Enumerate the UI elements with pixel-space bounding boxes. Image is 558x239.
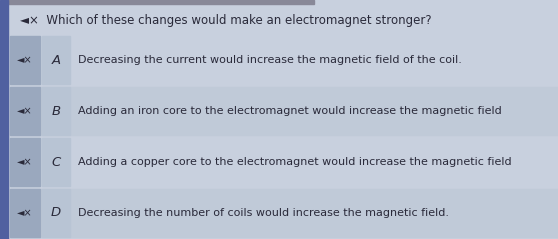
- Text: A: A: [51, 54, 61, 66]
- Text: C: C: [51, 156, 61, 168]
- Text: Decreasing the number of coils would increase the magnetic field.: Decreasing the number of coils would inc…: [78, 208, 449, 218]
- Bar: [10, 189, 40, 237]
- Bar: [10, 87, 40, 135]
- Bar: [8, 0, 314, 4]
- Bar: [10, 87, 558, 135]
- Bar: [10, 36, 40, 84]
- Text: ◄×: ◄×: [17, 157, 33, 167]
- Bar: [42, 189, 70, 237]
- Bar: [10, 138, 558, 186]
- Text: Adding a copper core to the electromagnet would increase the magnetic field: Adding a copper core to the electromagne…: [78, 157, 512, 167]
- Bar: [10, 138, 40, 186]
- Bar: [42, 36, 70, 84]
- Bar: [42, 87, 70, 135]
- Text: B: B: [51, 104, 61, 118]
- Bar: [0, 0, 8, 239]
- Bar: [42, 138, 70, 186]
- Text: Decreasing the current would increase the magnetic field of the coil.: Decreasing the current would increase th…: [78, 55, 462, 65]
- Text: Adding an iron core to the electromagnet would increase the magnetic field: Adding an iron core to the electromagnet…: [78, 106, 502, 116]
- Text: ◄×  Which of these changes would make an electromagnet stronger?: ◄× Which of these changes would make an …: [20, 14, 432, 27]
- Bar: [10, 189, 558, 237]
- Text: ◄×: ◄×: [17, 208, 33, 218]
- Text: ◄×: ◄×: [17, 106, 33, 116]
- Text: ◄×: ◄×: [17, 55, 33, 65]
- Bar: [10, 36, 558, 84]
- Text: D: D: [51, 206, 61, 219]
